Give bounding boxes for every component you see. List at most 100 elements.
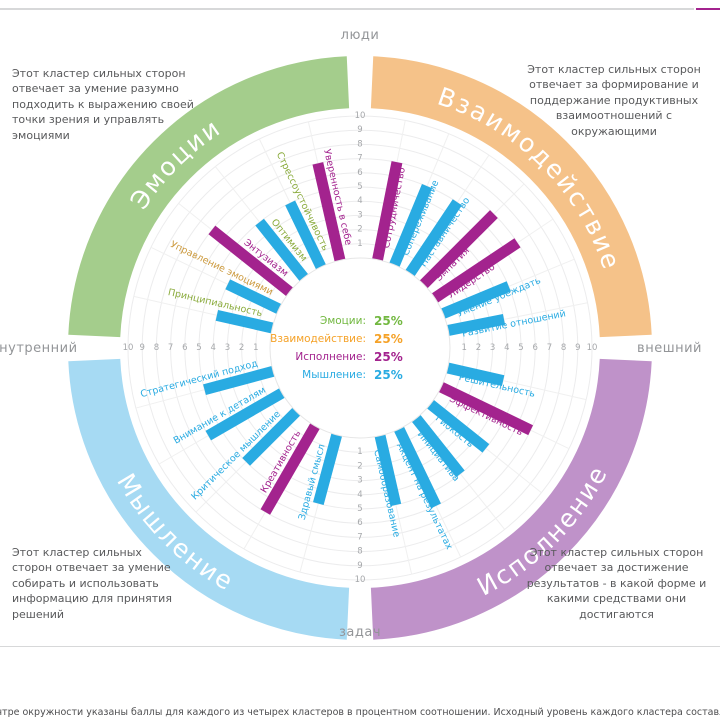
grid-ring	[212, 200, 508, 496]
spoke-bar	[411, 414, 465, 478]
scale-number: 8	[154, 343, 159, 353]
cluster-ring	[68, 56, 350, 338]
scale-number: 6	[357, 168, 362, 178]
axis-label-internal: внутренний	[0, 341, 78, 356]
scale-number: 9	[357, 125, 362, 135]
scale-number: 1	[357, 447, 362, 457]
spoke-bar	[312, 162, 346, 262]
center-disc	[269, 257, 451, 439]
spoke-bar	[441, 281, 511, 319]
grid-ring	[155, 143, 565, 553]
scale-number: 3	[357, 476, 362, 486]
spoke-bar	[313, 433, 343, 505]
scale-number: 7	[357, 154, 362, 164]
grid-ring	[170, 158, 550, 538]
scale-number: 5	[357, 504, 362, 514]
scale-number: 2	[357, 461, 362, 471]
scale-number: 5	[357, 182, 362, 192]
bottom-rule	[0, 646, 720, 647]
spoke-bar	[205, 388, 285, 441]
scale-number: 3	[225, 343, 230, 353]
scale-number: 9	[575, 343, 580, 353]
scale-number: 10	[355, 575, 366, 585]
spoke-bar	[203, 365, 275, 395]
spoke-bar	[225, 279, 282, 314]
scale-number: 6	[532, 343, 537, 353]
cluster-ring	[370, 358, 652, 640]
cluster-note-relating: Этот кластер сильных сторон отвечает за …	[527, 63, 701, 138]
spoke-bar	[446, 362, 505, 387]
scale-number: 3	[490, 343, 495, 353]
spoke-bar	[285, 200, 326, 270]
scale-number: 4	[504, 343, 509, 353]
scale-number: 2	[476, 343, 481, 353]
cluster-note-executing: Этот кластер сильных сторон отвечает за …	[526, 546, 707, 621]
cluster-note-thinking: Этот кластер сильных сторон отвечает за …	[12, 546, 172, 621]
grid-ring	[226, 214, 494, 482]
grid-ring	[141, 129, 579, 567]
cluster-note-emotions: Этот кластер сильных сторон отвечает за …	[12, 67, 194, 142]
footnote-caption: В центре окружности указаны баллы для ка…	[0, 707, 720, 718]
scale-number: 8	[357, 139, 362, 149]
top-rule-accent	[696, 8, 720, 10]
grid-ring	[127, 115, 593, 581]
grid-ring	[198, 186, 522, 510]
legend-label: Эмоции:	[320, 315, 366, 327]
cluster-ring	[68, 358, 350, 640]
scale-number: 1	[253, 343, 258, 353]
legend-label: Исполнение:	[295, 351, 366, 363]
grid-ring	[241, 229, 479, 467]
spoke-bar	[419, 210, 498, 289]
spoke-bar	[431, 238, 521, 303]
scale-number: 6	[357, 518, 362, 528]
scale-number: 7	[168, 343, 173, 353]
spoke-bar	[374, 434, 402, 507]
legend-label: Мышление:	[302, 369, 366, 381]
grid-ring	[255, 243, 465, 453]
legend-label: Взаимодействие:	[270, 333, 366, 345]
spoke-bar	[208, 225, 294, 297]
scale-number: 5	[518, 343, 523, 353]
scale-number: 2	[357, 225, 362, 235]
scale-number: 8	[357, 547, 362, 557]
scale-number: 7	[547, 343, 552, 353]
scale-number: 4	[357, 490, 362, 500]
scale-number: 1	[357, 239, 362, 249]
scale-number: 6	[182, 343, 187, 353]
scale-number: 1	[461, 343, 466, 353]
cluster-ring	[370, 56, 652, 338]
spoke-bar	[405, 199, 462, 277]
spoke-bar	[394, 426, 441, 509]
scale-number: 9	[357, 561, 362, 571]
spoke-bar	[389, 184, 433, 267]
scale-number: 3	[357, 210, 362, 220]
spoke-bar	[438, 382, 534, 436]
scale-number: 8	[561, 343, 566, 353]
scale-number: 4	[357, 196, 362, 206]
spoke-bar	[260, 423, 320, 515]
scale-number: 5	[196, 343, 201, 353]
scale-number: 10	[123, 343, 134, 353]
scale-number: 4	[210, 343, 215, 353]
axis-label-people: люди	[340, 28, 380, 43]
spoke-bar	[426, 399, 490, 453]
grid-ring	[184, 172, 536, 524]
spoke-bar	[255, 218, 309, 282]
axis-label-external: внешний	[637, 341, 702, 356]
spoke-bar	[372, 161, 403, 261]
legend-value: 25%	[374, 368, 403, 382]
top-rule	[0, 8, 694, 10]
spoke-bar	[242, 407, 301, 466]
scale-number: 10	[355, 111, 366, 121]
spoke-bar	[447, 313, 506, 336]
scale-number: 2	[239, 343, 244, 353]
scale-number: 7	[357, 532, 362, 542]
legend-value: 25%	[374, 332, 403, 346]
legend-value: 25%	[374, 314, 403, 328]
axis-label-tasks: задач	[338, 625, 381, 640]
spoke-bar	[215, 309, 274, 334]
legend-value: 25%	[374, 350, 403, 364]
scale-number: 9	[139, 343, 144, 353]
